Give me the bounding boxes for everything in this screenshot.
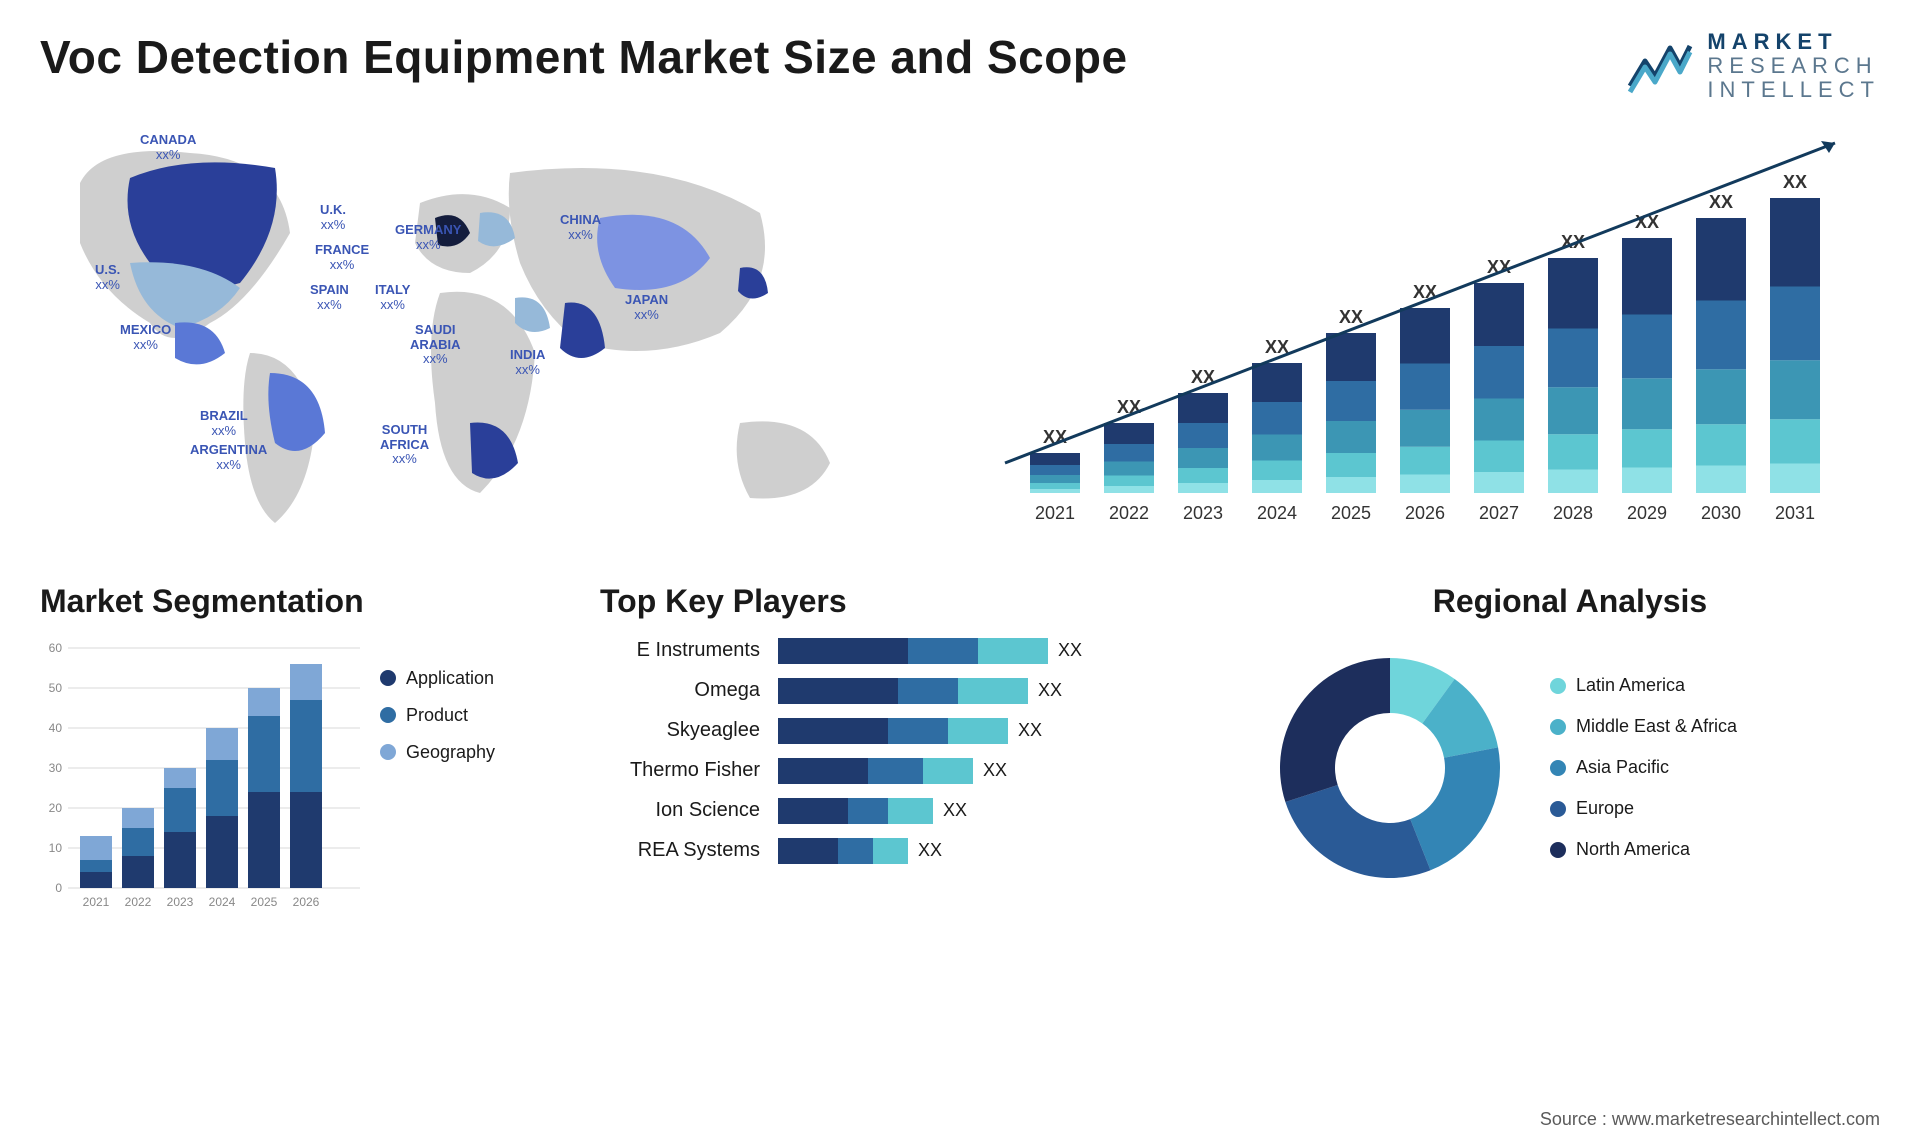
legend-item: Middle East & Africa bbox=[1550, 716, 1737, 737]
svg-text:XX: XX bbox=[1339, 307, 1363, 327]
player-value: XX bbox=[983, 760, 1007, 781]
segmentation-panel: Market Segmentation 0 10 20 30 40 50 60 2021 202… bbox=[40, 583, 560, 918]
segmentation-legend: Application Product Geography bbox=[380, 638, 495, 918]
regional-panel: Regional Analysis Latin America Middle Ea… bbox=[1260, 583, 1880, 918]
players-panel: Top Key Players E InstrumentsXXOmegaXXSk… bbox=[600, 583, 1220, 918]
svg-text:2022: 2022 bbox=[125, 895, 152, 909]
player-value: XX bbox=[943, 800, 967, 821]
growth-chart-panel: XX2021XX2022XX2023XX2024XX2025XX2026XX20… bbox=[970, 123, 1880, 543]
player-row: REA Systems XX bbox=[600, 838, 1220, 864]
header: Voc Detection Equipment Market Size and … bbox=[40, 30, 1880, 103]
svg-text:60: 60 bbox=[49, 641, 63, 655]
svg-text:2025: 2025 bbox=[251, 895, 278, 909]
legend-item: Geography bbox=[380, 742, 495, 763]
map-label: SPAINxx% bbox=[310, 283, 349, 313]
source-text: Source : www.marketresearchintellect.com bbox=[1540, 1109, 1880, 1130]
world-map-panel: CANADAxx% U.S.xx% MEXICOxx% BRAZILxx% ARGENT… bbox=[40, 123, 940, 543]
legend-item: Asia Pacific bbox=[1550, 757, 1737, 778]
legend-item: Latin America bbox=[1550, 675, 1737, 696]
svg-text:2026: 2026 bbox=[1405, 503, 1445, 523]
player-value: XX bbox=[1058, 640, 1082, 661]
legend-item: North America bbox=[1550, 839, 1737, 860]
svg-text:2026: 2026 bbox=[293, 895, 320, 909]
player-value: XX bbox=[1038, 680, 1062, 701]
legend-item: Application bbox=[380, 668, 495, 689]
brand-logo: MARKET RESEARCH INTELLECT bbox=[1625, 30, 1880, 103]
map-label: U.K.xx% bbox=[320, 203, 346, 233]
map-label: ARGENTINAxx% bbox=[190, 443, 267, 473]
svg-text:2025: 2025 bbox=[1331, 503, 1371, 523]
svg-text:XX: XX bbox=[1709, 192, 1733, 212]
player-bar bbox=[778, 678, 1028, 704]
player-name: E Instruments bbox=[600, 639, 760, 662]
logo-text-2: RESEARCH bbox=[1707, 54, 1880, 78]
regional-donut-chart bbox=[1260, 638, 1520, 898]
player-name: Thermo Fisher bbox=[600, 759, 760, 782]
players-list: E InstrumentsXXOmegaXXSkyeagleeXXThermo … bbox=[600, 638, 1220, 864]
map-label: ITALYxx% bbox=[375, 283, 410, 313]
player-bar bbox=[778, 718, 1008, 744]
bottom-row: Market Segmentation 0 10 20 30 40 50 60 2021 202… bbox=[40, 583, 1880, 918]
svg-text:2022: 2022 bbox=[1109, 503, 1149, 523]
map-label: SOUTHAFRICAxx% bbox=[380, 423, 429, 468]
svg-text:20: 20 bbox=[49, 801, 63, 815]
svg-text:2028: 2028 bbox=[1553, 503, 1593, 523]
svg-text:2024: 2024 bbox=[1257, 503, 1297, 523]
player-row: E Instruments XX bbox=[600, 638, 1220, 664]
legend-item: Europe bbox=[1550, 798, 1737, 819]
map-label: SAUDIARABIAxx% bbox=[410, 323, 461, 368]
map-label: FRANCExx% bbox=[315, 243, 369, 273]
svg-text:40: 40 bbox=[49, 721, 63, 735]
player-row: Skyeaglee XX bbox=[600, 718, 1220, 744]
svg-text:2029: 2029 bbox=[1627, 503, 1667, 523]
player-bar bbox=[778, 638, 1048, 664]
svg-text:2027: 2027 bbox=[1479, 503, 1519, 523]
player-row: Thermo Fisher XX bbox=[600, 758, 1220, 784]
svg-text:2023: 2023 bbox=[167, 895, 194, 909]
map-label: JAPANxx% bbox=[625, 293, 668, 323]
player-bar bbox=[778, 758, 973, 784]
player-name: Ion Science bbox=[600, 799, 760, 822]
player-bar bbox=[778, 838, 908, 864]
logo-text-1: MARKET bbox=[1707, 30, 1880, 54]
world-map bbox=[40, 123, 940, 543]
map-label: CHINAxx% bbox=[560, 213, 601, 243]
svg-text:2024: 2024 bbox=[209, 895, 236, 909]
svg-text:2021: 2021 bbox=[83, 895, 110, 909]
player-name: Omega bbox=[600, 679, 760, 702]
map-label: GERMANYxx% bbox=[395, 223, 461, 253]
svg-text:30: 30 bbox=[49, 761, 63, 775]
players-title: Top Key Players bbox=[600, 583, 1220, 620]
growth-bar-chart: XX2021XX2022XX2023XX2024XX2025XX2026XX20… bbox=[970, 123, 1850, 543]
segmentation-title: Market Segmentation bbox=[40, 583, 560, 620]
player-bar bbox=[778, 798, 933, 824]
player-value: XX bbox=[918, 840, 942, 861]
svg-text:0: 0 bbox=[55, 881, 62, 895]
segmentation-chart: 0 10 20 30 40 50 60 2021 2022 2023 2024 2025 2026 bbox=[40, 638, 360, 918]
map-label: MEXICOxx% bbox=[120, 323, 171, 353]
player-name: REA Systems bbox=[600, 839, 760, 862]
svg-text:XX: XX bbox=[1783, 172, 1807, 192]
svg-text:2030: 2030 bbox=[1701, 503, 1741, 523]
legend-item: Product bbox=[380, 705, 495, 726]
map-label: U.S.xx% bbox=[95, 263, 120, 293]
map-label: CANADAxx% bbox=[140, 133, 196, 163]
svg-text:10: 10 bbox=[49, 841, 63, 855]
page-title: Voc Detection Equipment Market Size and … bbox=[40, 30, 1128, 84]
player-value: XX bbox=[1018, 720, 1042, 741]
regional-legend: Latin America Middle East & Africa Asia Pa… bbox=[1550, 675, 1737, 860]
logo-text-3: INTELLECT bbox=[1707, 78, 1880, 102]
svg-text:2021: 2021 bbox=[1035, 503, 1075, 523]
svg-text:2023: 2023 bbox=[1183, 503, 1223, 523]
map-label: INDIAxx% bbox=[510, 348, 545, 378]
svg-text:50: 50 bbox=[49, 681, 63, 695]
player-row: Ion Science XX bbox=[600, 798, 1220, 824]
player-row: Omega XX bbox=[600, 678, 1220, 704]
logo-icon bbox=[1625, 36, 1695, 96]
regional-title: Regional Analysis bbox=[1260, 583, 1880, 620]
svg-text:2031: 2031 bbox=[1775, 503, 1815, 523]
top-row: CANADAxx% U.S.xx% MEXICOxx% BRAZILxx% ARGENT… bbox=[40, 123, 1880, 543]
map-label: BRAZILxx% bbox=[200, 409, 248, 439]
player-name: Skyeaglee bbox=[600, 719, 760, 742]
